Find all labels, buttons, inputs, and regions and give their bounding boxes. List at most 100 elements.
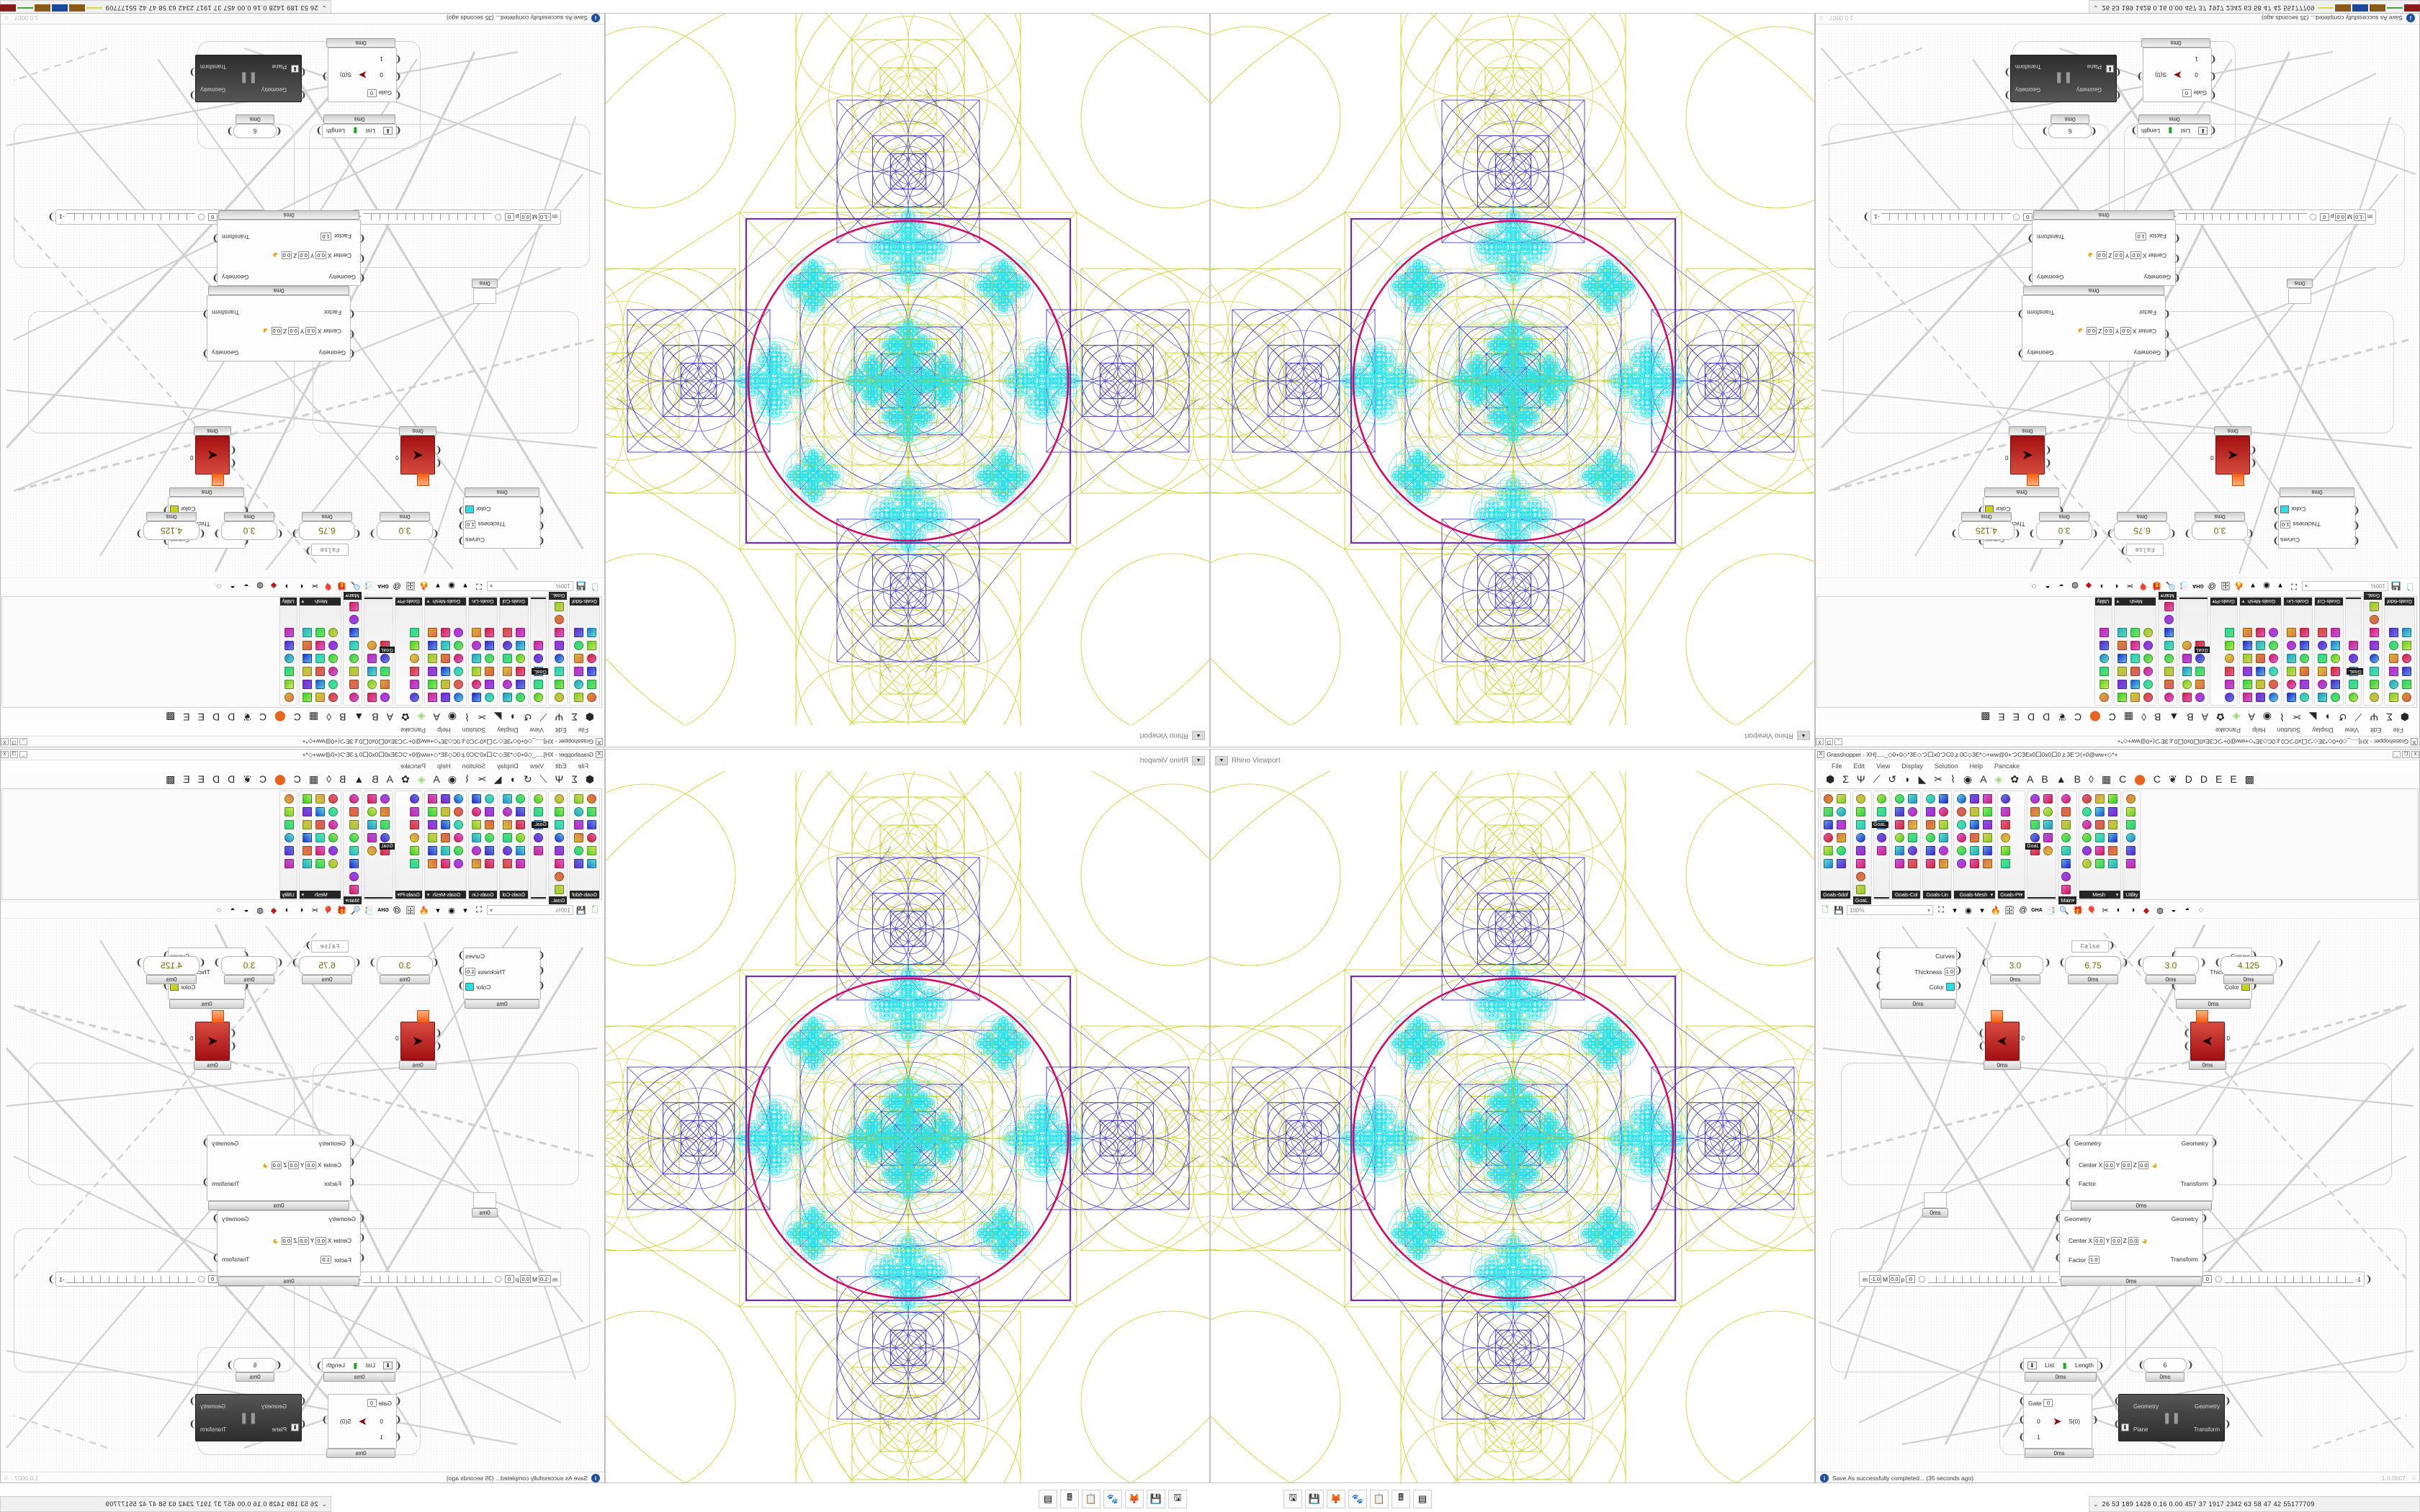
port-bracket[interactable]: ❩ <box>2120 545 2128 557</box>
slider-precision-field[interactable]: 0 <box>504 213 514 221</box>
taskbar-icon-floppy-64[interactable]: 💾 <box>1305 1490 1324 1508</box>
component-icon[interactable] <box>283 819 295 831</box>
component-icon[interactable] <box>348 652 360 665</box>
gha-manager-button[interactable]: GHA <box>377 904 389 916</box>
component-icon[interactable] <box>1894 819 1906 831</box>
preview-eye-button[interactable]: ▾ <box>1976 904 1988 916</box>
component-icon[interactable] <box>2098 691 2110 703</box>
toolbar-group-label[interactable] <box>364 897 393 899</box>
toolbar-group-label[interactable] <box>2179 598 2208 599</box>
number-panel-0[interactable]: 3.0 <box>377 956 433 975</box>
menu-item-edit[interactable]: Edit <box>555 727 567 734</box>
toolbar-group-label[interactable]: Goals-Mesh ▾ <box>2239 598 2281 606</box>
port-bracket[interactable]: ❨ <box>1978 1027 1986 1039</box>
component-icon[interactable] <box>2223 639 2236 652</box>
toolbar-group-label[interactable]: Goals-Mesh ▾ <box>1954 891 1996 899</box>
port-bracket[interactable]: ❨ <box>229 444 237 456</box>
shade-mode-3-button[interactable]: ◆ <box>2083 580 2094 592</box>
component-icon[interactable] <box>2107 819 2119 831</box>
port-bracket[interactable]: ❨ <box>1875 950 1883 961</box>
component-icon[interactable] <box>514 845 526 857</box>
toolbar-group-label[interactable]: Mesh ▾ <box>299 891 341 899</box>
component-icon[interactable] <box>439 793 452 805</box>
port-bracket[interactable]: ❨ <box>2091 528 2099 539</box>
custom-preview-left[interactable]: Curves ❨ ❩ Thickness 1.0 ❨ ❩ Color ❨ ❩ <box>1875 948 1963 999</box>
display-tab[interactable]: ◉ <box>448 773 457 786</box>
component-icon[interactable] <box>426 858 439 870</box>
port-bracket[interactable]: ❨ <box>276 528 284 539</box>
component-icon[interactable] <box>553 665 565 678</box>
menu-item-pancake[interactable]: Pancake <box>400 762 426 770</box>
menu-item-file[interactable]: File <box>1832 762 1842 770</box>
gate-field[interactable]: 0 <box>367 1399 377 1407</box>
component-icon[interactable] <box>348 819 360 831</box>
scale-component-lower[interactable]: Geometry Geometry Center X 0.0 Y 0.0 Z 0.0 ◕ Facto… <box>207 295 351 361</box>
center-x-field[interactable]: 0.0 <box>305 327 316 336</box>
port-bracket[interactable]: ❨ <box>2163 328 2171 340</box>
viewport-arrow-icon[interactable]: ▼ <box>1215 755 1228 765</box>
component-icon[interactable] <box>2029 806 2041 818</box>
port-bracket[interactable]: ❩ <box>2106 528 2114 539</box>
component-icon[interactable] <box>483 691 496 703</box>
component-icon[interactable] <box>426 832 439 844</box>
component-icon[interactable] <box>283 832 295 844</box>
slider-track[interactable] <box>1928 1275 2058 1283</box>
viewport-tab-label[interactable]: Rhino Viewport <box>1139 757 1188 765</box>
component-icon[interactable] <box>483 806 496 818</box>
port-bracket[interactable]: ❩ <box>2277 957 2285 968</box>
component-icon[interactable] <box>452 626 465 639</box>
port-bracket[interactable]: ❩ <box>2272 505 2280 516</box>
slider-precision-field[interactable]: 0 <box>207 1275 218 1283</box>
addon-c1-tab[interactable]: ▦ <box>309 711 318 724</box>
sets-tab[interactable]: Ψ <box>1857 773 1865 785</box>
taskbar-icon-notepad[interactable]: 📋 <box>1370 1490 1389 1508</box>
addon-c0-tab[interactable]: ◊ <box>2141 711 2146 723</box>
port-bracket[interactable]: ❨ <box>358 1252 366 1264</box>
component-icon[interactable] <box>1906 845 1919 857</box>
resize-grip[interactable]: ⁙ <box>1819 14 1824 22</box>
component-icon[interactable] <box>514 806 526 818</box>
scale-component-upper[interactable]: Geometry Geometry Center X 0.0 Y 0.0 Z 0.0 ◕ Facto… <box>2032 220 2176 286</box>
boolean-toggle[interactable]: False <box>311 940 349 953</box>
system-menu-icon[interactable]: X <box>1817 751 1824 758</box>
port-bracket[interactable]: ❨ <box>537 520 545 531</box>
gha-manager-button[interactable]: GHA <box>2192 580 2204 592</box>
component-icon[interactable] <box>439 678 452 690</box>
component-icon[interactable] <box>1999 793 2012 805</box>
addon-e2-tab[interactable]: E <box>1998 711 2004 723</box>
component-icon[interactable] <box>379 819 391 831</box>
toolbar-group-label[interactable]: Utility <box>279 598 297 606</box>
menu-item-help[interactable]: Help <box>1969 762 1983 770</box>
help-button[interactable]: 🎁 <box>2072 904 2084 916</box>
zoom-extents-button[interactable]: ◉ <box>446 904 457 916</box>
arrow-glyph[interactable]: ➤ <box>196 436 229 474</box>
port-bracket[interactable]: ❨ <box>431 957 439 968</box>
center-y-field[interactable]: 0.0 <box>2121 1161 2132 1169</box>
search-button[interactable]: 🔍 <box>2165 580 2177 592</box>
port-bracket[interactable]: ❩ <box>2210 1176 2218 1188</box>
slider-min-field[interactable]: -1.0 <box>1869 1275 1882 1283</box>
component-icon[interactable] <box>2254 652 2267 665</box>
component-icon[interactable] <box>573 691 585 703</box>
port-bracket[interactable]: ❨ <box>537 965 545 976</box>
number-slider-left[interactable]: m-1.0M0.0p0◯-1 <box>1859 1272 2068 1287</box>
component-icon[interactable] <box>426 793 439 805</box>
component-icon[interactable] <box>1894 858 1906 870</box>
caret-down-icon[interactable]: ▾ <box>1991 891 1994 898</box>
port-bracket[interactable]: ❨ <box>2058 957 2066 968</box>
bake-button[interactable]: 🔥 <box>418 580 430 592</box>
component-icon[interactable] <box>1876 845 1888 857</box>
component-icon[interactable] <box>2125 858 2137 870</box>
shade-mode-2-button[interactable]: ◑ <box>2127 904 2138 916</box>
balloon-button[interactable]: 🎈 <box>323 580 334 592</box>
component-icon[interactable] <box>366 678 378 690</box>
stream-gate-component[interactable]: Gate 0 0 1 ➤ S(0) <box>328 1394 397 1449</box>
save-file-button[interactable]: 💾 <box>575 580 587 592</box>
component-icon[interactable] <box>2388 665 2400 678</box>
addon-b1-tab[interactable]: B <box>2187 711 2193 723</box>
component-icon[interactable] <box>553 858 565 870</box>
port-bracket[interactable]: ❨ <box>358 233 366 244</box>
menu-item-view[interactable]: View <box>530 762 544 770</box>
port-bracket[interactable]: ❩ <box>1955 965 1963 976</box>
taskbar-icon-terminal[interactable]: ▤ <box>1413 1490 1432 1508</box>
